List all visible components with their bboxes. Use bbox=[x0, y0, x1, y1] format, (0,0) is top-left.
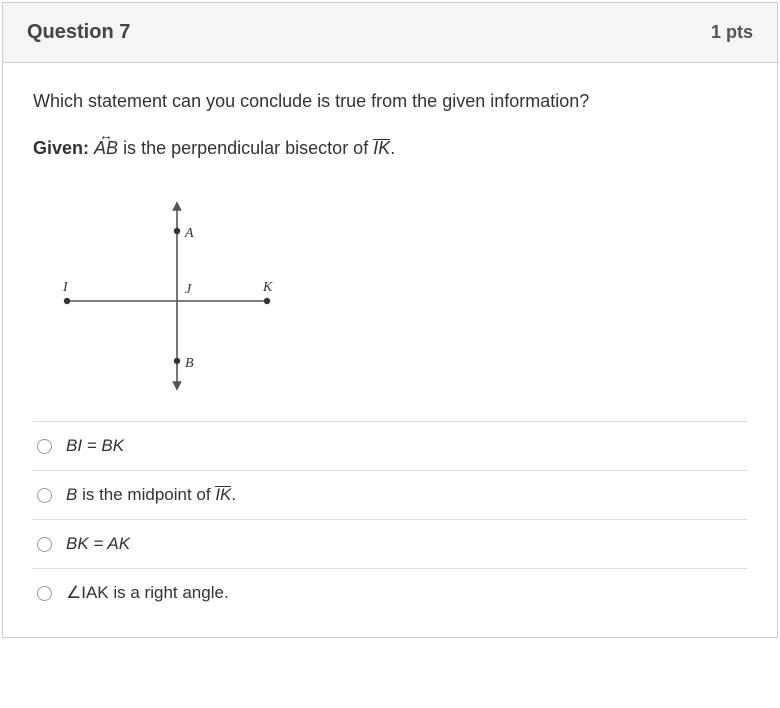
answer-option[interactable]: B is the midpoint of IK. bbox=[33, 470, 747, 519]
answer-suffix: . bbox=[231, 485, 236, 504]
line-ab-symbol: AB bbox=[94, 138, 118, 159]
question-points: 1 pts bbox=[711, 22, 753, 43]
answer-suffix: is a right angle. bbox=[109, 583, 229, 602]
radio-icon bbox=[37, 586, 52, 601]
answer-option[interactable]: BI = BK bbox=[33, 421, 747, 470]
answer-text: BK = AK bbox=[66, 534, 130, 554]
radio-icon bbox=[37, 488, 52, 503]
radio-icon bbox=[37, 537, 52, 552]
question-card: Question 7 1 pts Which statement can you… bbox=[2, 2, 778, 638]
svg-text:I: I bbox=[62, 280, 69, 295]
answer-list: BI = BK B is the midpoint of IK. BK = AK… bbox=[33, 421, 747, 617]
answer-angle: ∠IAK bbox=[66, 583, 109, 602]
answer-text: B is the midpoint of IK. bbox=[66, 485, 236, 505]
answer-var: B bbox=[66, 485, 77, 504]
answer-option[interactable]: ∠IAK is a right angle. bbox=[33, 568, 747, 617]
answer-text: BI = BK bbox=[66, 436, 124, 456]
svg-text:B: B bbox=[185, 356, 194, 371]
answer-option[interactable]: BK = AK bbox=[33, 519, 747, 568]
answer-seg: IK bbox=[215, 485, 231, 505]
question-body: Which statement can you conclude is true… bbox=[3, 63, 777, 637]
svg-text:J: J bbox=[185, 282, 192, 297]
answer-expr: BI = BK bbox=[66, 436, 124, 455]
segment-ik-symbol: IK bbox=[373, 138, 390, 159]
given-suffix: . bbox=[390, 138, 395, 158]
svg-text:K: K bbox=[262, 280, 273, 295]
question-title: Question 7 bbox=[27, 21, 130, 44]
question-header: Question 7 1 pts bbox=[3, 3, 777, 63]
answer-expr: BK = AK bbox=[66, 534, 130, 553]
perpendicular-bisector-diagram: I K J A B bbox=[37, 191, 297, 391]
svg-text:A: A bbox=[184, 226, 194, 241]
answer-text: ∠IAK is a right angle. bbox=[66, 583, 229, 603]
given-mid-text: is the perpendicular bisector of bbox=[123, 138, 373, 158]
diagram: I K J A B bbox=[33, 179, 747, 417]
question-prompt: Which statement can you conclude is true… bbox=[33, 91, 747, 112]
given-label: Given: bbox=[33, 138, 89, 158]
radio-icon bbox=[37, 439, 52, 454]
answer-mid: is the midpoint of bbox=[77, 485, 215, 504]
given-line: Given: AB is the perpendicular bisector … bbox=[33, 138, 747, 159]
